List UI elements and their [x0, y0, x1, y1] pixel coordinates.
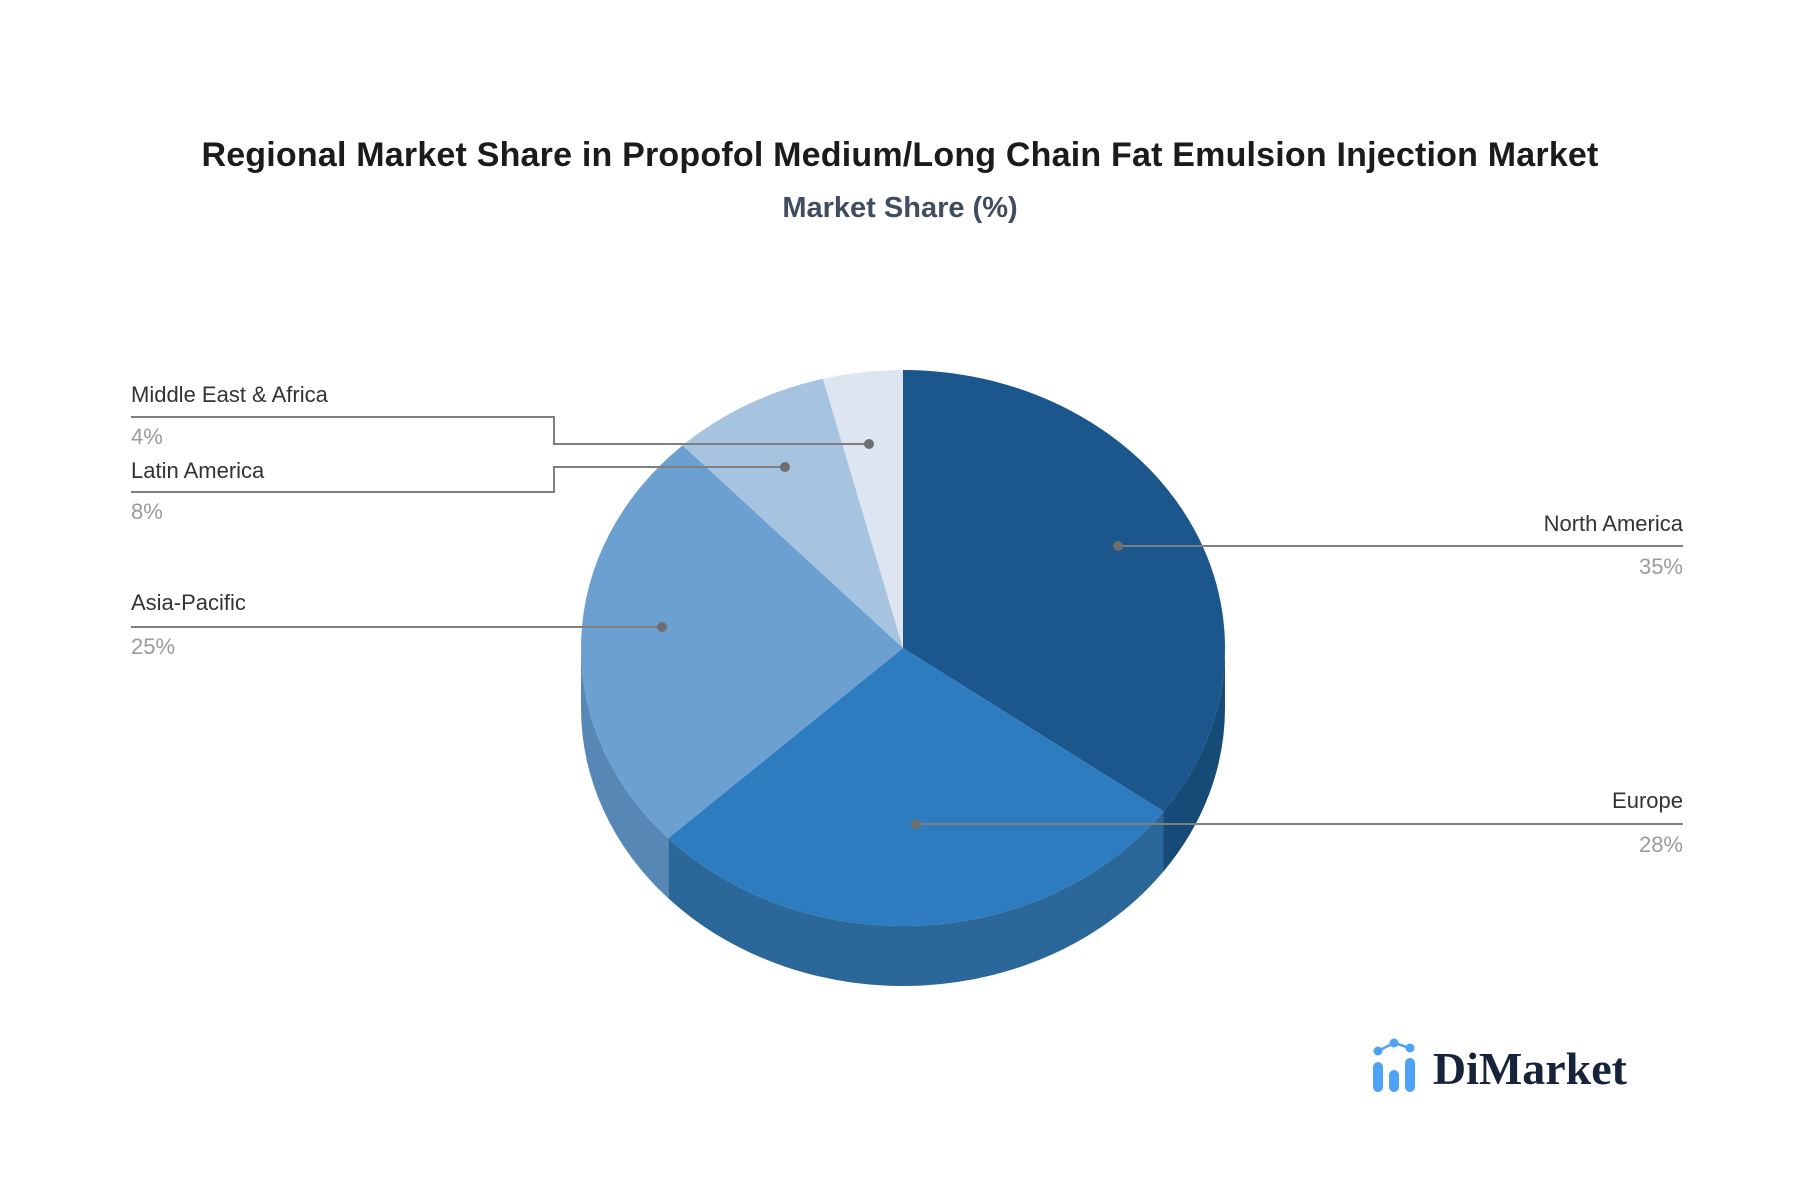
value-middle-east-africa: 4% [131, 424, 163, 449]
callout-dot-europe [911, 819, 921, 829]
callout-line-latin-america [131, 466, 785, 493]
callout-dot-north-america [1113, 541, 1123, 551]
value-latin-america: 8% [131, 499, 163, 524]
label-europe: Europe [1612, 788, 1683, 813]
pie-slice-asia-pacific[interactable] [581, 445, 903, 839]
label-asia-pacific: Asia-Pacific [131, 590, 246, 615]
pie-slice-side-asia-pacific [581, 648, 669, 899]
chart-title: Regional Market Share in Propofol Medium… [201, 136, 1599, 174]
dimarket-logo-text: DiMarket [1432, 1043, 1627, 1094]
callout-line-middle-east-africa [131, 416, 869, 445]
value-north-america: 35% [1638, 554, 1683, 579]
callout-dot-asia-pacific [657, 622, 667, 632]
label-latin-america: Latin America [131, 458, 265, 483]
callout-dot-middle-east-africa [864, 439, 874, 449]
label-north-america: North America [1543, 511, 1683, 536]
value-asia-pacific: 25% [131, 634, 176, 659]
pie-slice-side-north-america [1163, 648, 1225, 872]
pie-slice-middle-east-africa[interactable] [822, 370, 903, 648]
pie-slice-latin-america[interactable] [682, 378, 903, 648]
pie-slice-europe[interactable] [668, 648, 1164, 926]
pie-slice-north-america[interactable] [903, 370, 1225, 812]
dimarket-logo: DiMarket [1372, 1038, 1627, 1094]
callout-dot-latin-america [780, 462, 790, 472]
value-europe: 28% [1638, 832, 1683, 857]
bar-chart-trend-icon [1372, 1038, 1415, 1092]
label-middle-east-africa: Middle East & Africa [131, 382, 328, 407]
pie-slice-side-europe [668, 811, 1164, 986]
chart-subtitle: Market Share (%) [782, 192, 1018, 224]
